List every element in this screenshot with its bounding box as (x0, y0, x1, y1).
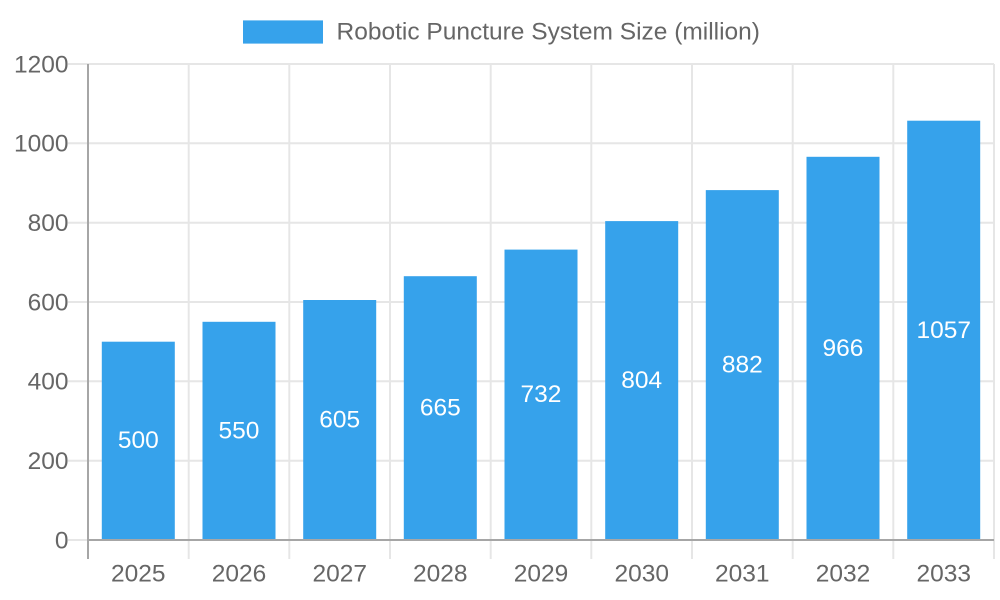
svg-text:2028: 2028 (413, 561, 468, 588)
svg-text:1200: 1200 (14, 51, 69, 78)
svg-text:2029: 2029 (514, 561, 569, 588)
svg-text:2033: 2033 (916, 561, 971, 588)
svg-text:2030: 2030 (614, 561, 669, 588)
svg-text:400: 400 (28, 369, 69, 396)
svg-text:1057: 1057 (916, 317, 971, 344)
svg-text:600: 600 (28, 289, 69, 316)
svg-text:2025: 2025 (111, 561, 166, 588)
svg-text:200: 200 (28, 448, 69, 475)
svg-text:2032: 2032 (816, 561, 871, 588)
svg-text:550: 550 (219, 417, 260, 444)
svg-text:882: 882 (722, 352, 763, 379)
svg-text:500: 500 (118, 427, 159, 454)
svg-text:966: 966 (823, 335, 864, 362)
svg-text:2026: 2026 (212, 561, 267, 588)
svg-text:2027: 2027 (312, 561, 367, 588)
svg-text:665: 665 (420, 395, 461, 422)
svg-text:0: 0 (55, 527, 69, 554)
svg-text:804: 804 (621, 367, 662, 394)
svg-text:732: 732 (521, 381, 562, 408)
svg-text:800: 800 (28, 210, 69, 237)
svg-text:Robotic Puncture System Size (: Robotic Puncture System Size (million) (337, 19, 760, 46)
svg-text:2031: 2031 (715, 561, 770, 588)
svg-text:605: 605 (319, 406, 360, 433)
svg-text:1000: 1000 (14, 131, 69, 158)
